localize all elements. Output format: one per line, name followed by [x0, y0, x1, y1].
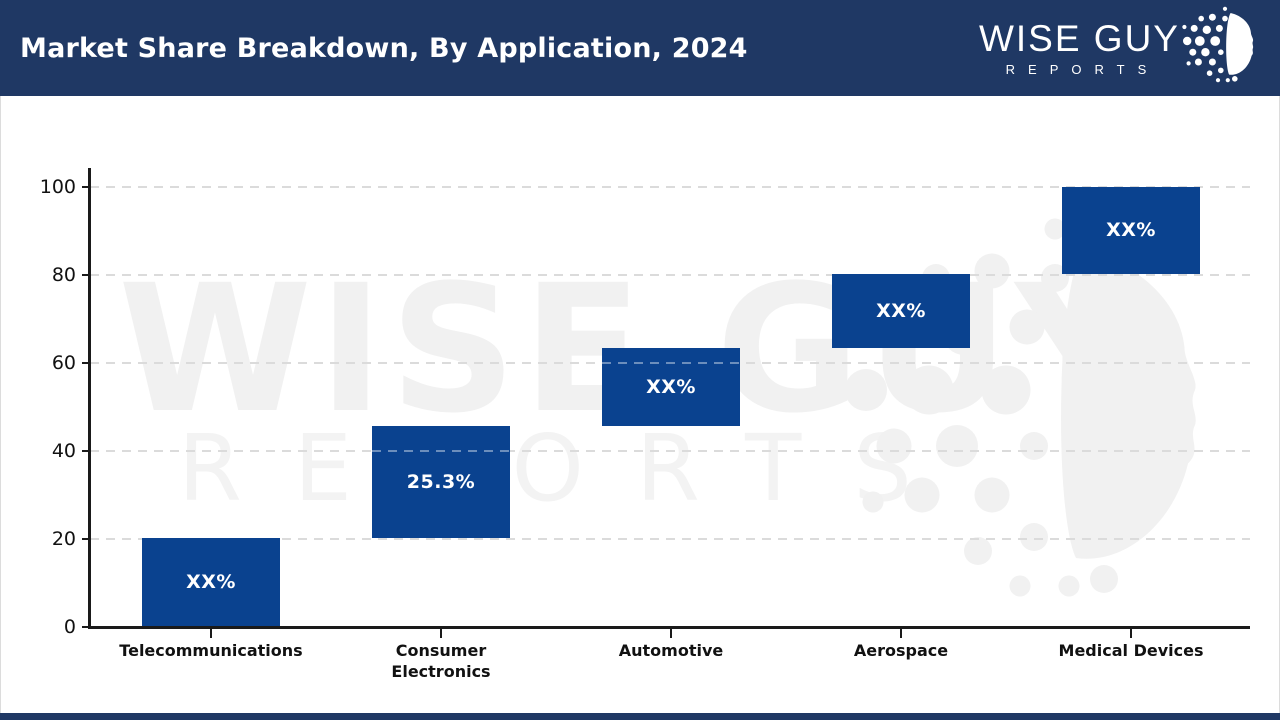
gridline	[90, 450, 1250, 452]
gridline-over-bar	[372, 449, 510, 452]
y-tick	[82, 274, 90, 276]
logo-wiseguy-text: WISE GUY	[978, 17, 1180, 59]
page-title: Market Share Breakdown, By Application, …	[20, 32, 748, 64]
gridline	[90, 274, 1250, 276]
bar: XX%	[832, 273, 970, 348]
y-tick-label: 20	[51, 528, 76, 550]
y-tick-label: 100	[39, 176, 76, 198]
x-tick-label: Medical Devices	[1058, 641, 1204, 660]
x-tick	[900, 629, 902, 638]
x-tick	[1130, 629, 1132, 638]
footer-bar	[0, 713, 1280, 720]
gridline	[90, 186, 1250, 188]
bar: XX%	[142, 537, 280, 627]
logo-reports-text: REPORTS	[1005, 61, 1160, 77]
x-tick-label: Aerospace	[853, 641, 949, 660]
y-tick-label: 80	[51, 264, 76, 286]
x-axis-line	[90, 626, 1250, 629]
x-tick-label: Consumer Electronics	[391, 641, 491, 681]
brand-logo: WISE GUY REPORTS	[979, 6, 1260, 90]
y-tick	[82, 450, 90, 452]
x-tick-label: Automotive	[618, 641, 724, 660]
header-bar: Market Share Breakdown, By Application, …	[0, 0, 1280, 96]
y-tick	[82, 362, 90, 364]
watermark-reports-text: REPORTS	[178, 415, 964, 522]
x-tick	[440, 629, 442, 638]
bar-value-label: XX%	[186, 571, 236, 594]
bar: 25.3%	[372, 426, 510, 538]
bar: XX%	[602, 347, 740, 427]
y-tick-label: 60	[51, 352, 76, 374]
bar-value-label: XX%	[876, 299, 926, 322]
gridline	[90, 538, 1250, 540]
y-tick	[82, 626, 90, 628]
gridline-over-bar	[602, 361, 740, 364]
y-tick	[82, 186, 90, 188]
y-axis-line	[88, 168, 91, 629]
bar-value-label: 25.3%	[406, 471, 476, 494]
y-tick-label: 0	[63, 616, 76, 638]
brand-logo-text: WISE GUY REPORTS	[979, 20, 1180, 77]
bar-value-label: XX%	[646, 375, 696, 398]
x-tick	[210, 629, 212, 638]
y-tick-label: 40	[51, 440, 76, 462]
bar: XX%	[1062, 187, 1200, 274]
bar-value-label: XX%	[1106, 219, 1156, 242]
x-tick	[670, 629, 672, 638]
x-tick-label: Telecommunications	[119, 641, 303, 660]
y-tick	[82, 538, 90, 540]
